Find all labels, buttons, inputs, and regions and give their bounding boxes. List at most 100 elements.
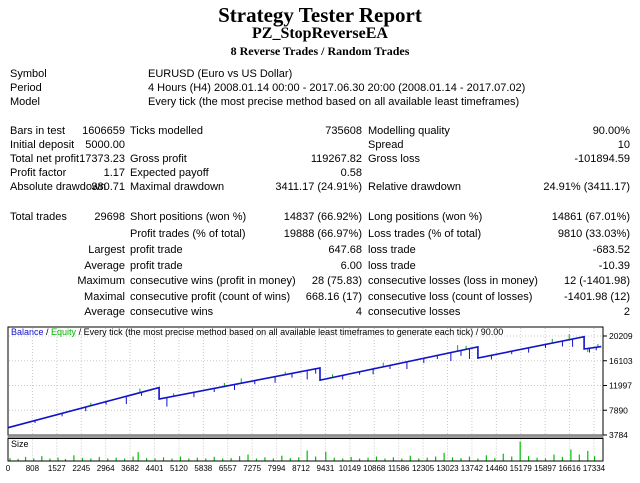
size-bar — [342, 458, 344, 461]
row-value-3: -10.39 — [598, 260, 630, 272]
size-bar — [107, 458, 109, 461]
size-bar — [171, 458, 173, 461]
x-axis-label: 9431 — [317, 464, 335, 473]
y-axis-label: 20209 — [609, 331, 633, 341]
x-axis-label: 1527 — [48, 464, 66, 473]
size-bar — [593, 456, 596, 461]
row-label-2: Short positions (won %) — [130, 211, 247, 223]
size-bar — [384, 458, 386, 461]
x-axis-label: 10868 — [363, 464, 386, 473]
chart-legend: Balance / Equity / Every tick (the most … — [11, 327, 503, 337]
x-axis-label: 7275 — [243, 464, 261, 473]
size-bar — [536, 457, 538, 461]
size-bar — [435, 456, 437, 461]
row-label-3: consecutive losses (loss in money) — [368, 275, 538, 287]
size-bar — [587, 450, 589, 461]
row-value-1: 1606659 — [82, 125, 125, 137]
row-value-2: 4 — [355, 306, 362, 318]
main-plot-area — [7, 326, 604, 436]
size-bar — [222, 458, 224, 461]
row-label: Total net profit — [10, 153, 80, 165]
size-bar — [81, 458, 83, 461]
row-label-2: profit trade — [130, 244, 183, 256]
y-axis-label: 11997 — [609, 381, 632, 391]
size-bar — [367, 457, 369, 461]
size-bar — [426, 457, 428, 461]
row-value-2: 28 (75.83) — [311, 275, 362, 287]
row-label-3: loss trade — [368, 260, 416, 272]
row-value-3: 14861 (67.01%) — [551, 211, 630, 223]
row-label-2: Profit trades (% of total) — [130, 228, 246, 240]
x-axis-label: 2964 — [97, 464, 115, 473]
x-axis-label: 6557 — [219, 464, 237, 473]
size-bar — [451, 457, 454, 461]
row-label-3: loss trade — [368, 244, 416, 256]
x-axis-label: 15897 — [534, 464, 557, 473]
size-bar — [409, 455, 411, 461]
row-label: Symbol — [10, 68, 47, 80]
row-value-2: 0.58 — [340, 167, 362, 179]
y-axis-label: 16103 — [609, 356, 633, 366]
size-bar — [247, 454, 249, 461]
size-bar — [485, 455, 487, 461]
size-bar — [325, 451, 327, 461]
row-value-2: 3411.17 (24.91%) — [275, 181, 362, 193]
y-axis-label: 7890 — [609, 405, 628, 415]
row-label: Bars in test — [10, 125, 66, 137]
size-bar — [124, 458, 126, 461]
row-label-3: Gross loss — [368, 153, 420, 165]
size-bar — [281, 455, 283, 461]
size-bar — [90, 458, 92, 461]
y-axis-label: 3784 — [609, 430, 628, 440]
panel-separator — [7, 434, 604, 439]
size-bar — [115, 457, 117, 461]
row-value-1: 380.71 — [91, 181, 125, 193]
size-panel-label: Size — [11, 439, 29, 449]
row-label: Largest — [88, 244, 125, 256]
ea-name: PZ_StopReverseEA — [252, 25, 388, 42]
legend-sep: / — [44, 327, 52, 337]
statistics-table: Symbol EURUSD (Euro vs US Dollar) Period 4 … — [10, 68, 630, 318]
x-axis-label: 10149 — [339, 464, 362, 473]
row-value-1: 1.17 — [103, 167, 125, 179]
row-value-3: -683.52 — [592, 244, 630, 256]
size-bar — [477, 458, 479, 461]
ea-description: 8 Reverse Trades / Random Trades — [230, 44, 410, 58]
size-plot-area — [7, 438, 604, 462]
row-value-3: 12 (-1401.98) — [563, 275, 630, 287]
size-bar — [188, 458, 190, 461]
row-value-1: 5000.00 — [85, 139, 125, 151]
x-axis-label: 2245 — [72, 464, 90, 473]
row-wide-value: EURUSD (Euro vs US Dollar) — [148, 68, 293, 80]
x-axis-label: 4401 — [146, 464, 164, 473]
size-bar — [350, 456, 352, 461]
row-value-3: 10 — [617, 139, 630, 151]
legend-equity: Equity — [51, 327, 77, 337]
row-label: Total trades — [10, 211, 67, 223]
size-bar — [196, 457, 198, 461]
row-value-2: 19888 (66.97%) — [283, 228, 362, 240]
x-axis-label: 12305 — [412, 464, 435, 473]
row-label: Maximal — [84, 291, 125, 303]
size-bar — [64, 458, 67, 461]
size-bar — [502, 453, 504, 461]
row-value-2: 647.68 — [328, 244, 362, 256]
size-bar — [528, 456, 530, 461]
size-bar — [392, 457, 394, 461]
size-bar — [306, 450, 308, 461]
row-label-3: Long positions (won %) — [368, 211, 483, 223]
row-value-1: 29698 — [94, 211, 125, 223]
size-bar — [255, 458, 258, 461]
size-bar — [57, 457, 59, 461]
x-axis-label: 16616 — [558, 464, 581, 473]
size-bar — [49, 458, 51, 461]
size-bar — [460, 458, 462, 461]
size-bar — [230, 458, 232, 461]
row-value-2: 6.00 — [340, 260, 362, 272]
x-axis-label: 5120 — [170, 464, 188, 473]
row-label: Average — [84, 306, 125, 318]
row-label-2: profit trade — [130, 260, 183, 272]
row-label-3: consecutive losses — [368, 306, 461, 318]
size-bar — [443, 452, 445, 461]
size-bar — [375, 456, 378, 461]
